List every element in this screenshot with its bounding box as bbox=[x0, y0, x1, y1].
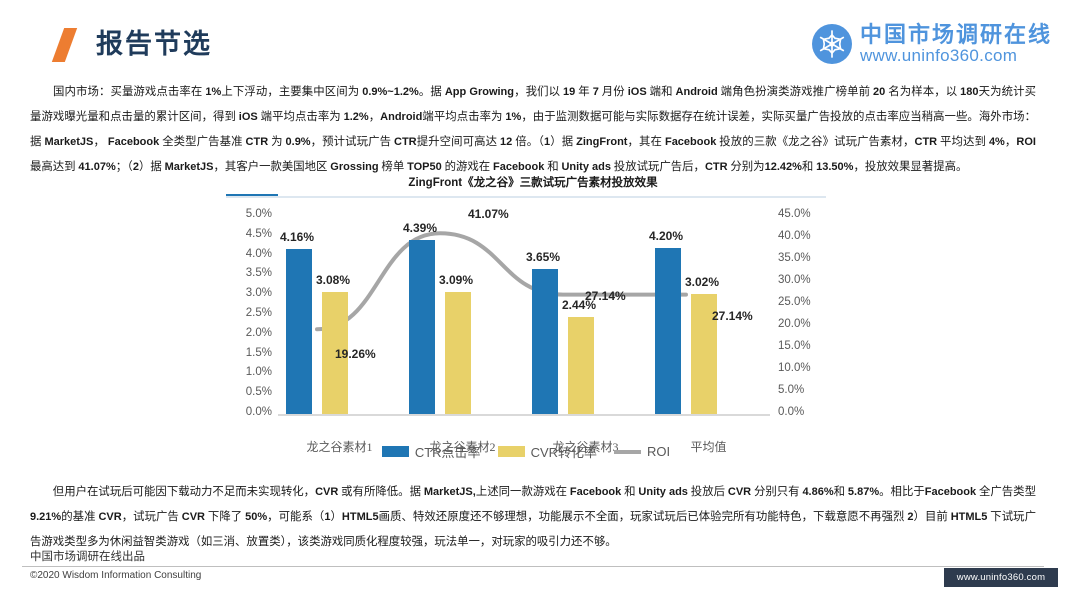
legend-color-swatch bbox=[381, 446, 409, 457]
brand-url: www.uninfo360.com bbox=[859, 46, 1018, 65]
snowflake-logo-icon bbox=[811, 24, 852, 64]
paragraph-top: 国内市场：买量游戏点击率在 1%上下浮动，主要集中区间为 0.9%~1.2%。据… bbox=[30, 86, 1036, 173]
left-axis-tick: 0.0% bbox=[245, 406, 272, 418]
left-axis-tick: 3.0% bbox=[245, 287, 272, 300]
right-axis-tick: 15.0% bbox=[778, 340, 811, 352]
right-axis-tick: 5.0% bbox=[778, 384, 805, 396]
roi-value-label: 27.14% bbox=[585, 288, 626, 303]
left-axis-tick: 2.5% bbox=[245, 307, 272, 319]
title-accent-slash-icon bbox=[51, 28, 78, 62]
chart-accent-bar bbox=[226, 194, 278, 197]
bar-value-label: 3.08% bbox=[316, 273, 351, 288]
chart-legend: CTR点击率 CVR转化率 ROI bbox=[226, 442, 826, 461]
footer-url-badge[interactable]: www.uninfo360.com bbox=[944, 568, 1058, 587]
bar-cvr[interactable] bbox=[691, 294, 717, 414]
footer-divider bbox=[22, 566, 1044, 567]
page-title: 报告节选 bbox=[96, 29, 212, 59]
bar-value-label: 4.16% bbox=[280, 230, 315, 245]
legend-item[interactable]: ROI bbox=[614, 444, 670, 459]
page-header: 报告节选 中国市场调研在线 www.uninfo360.com bbox=[0, 0, 1066, 72]
bar-value-label: 3.65% bbox=[526, 250, 561, 265]
category-label: 平均值 bbox=[690, 440, 727, 454]
bar-ctr[interactable] bbox=[286, 249, 312, 414]
brand-logo: 中国市场调研在线 www.uninfo360.com bbox=[811, 22, 1052, 66]
bar-value-label: 4.39% bbox=[403, 221, 438, 236]
bar-group: 3.65% 2.44% bbox=[524, 216, 647, 414]
roi-value-label: 41.07% bbox=[468, 207, 509, 222]
legend-label: CTR点击率 bbox=[414, 445, 481, 460]
bar-group: 4.39% 3.09% bbox=[401, 216, 524, 414]
right-axis-tick: 35.0% bbox=[778, 252, 811, 264]
bar-value-label: 3.09% bbox=[439, 272, 474, 287]
legend-label: CVR转化率 bbox=[530, 445, 598, 460]
right-axis-tick: 10.0% bbox=[778, 362, 811, 374]
left-axis-tick: 0.5% bbox=[245, 386, 272, 399]
bar-group: 4.16% 3.08% bbox=[278, 216, 401, 414]
right-axis-tick: 30.0% bbox=[778, 274, 811, 286]
brand-name-cn: 中国市场调研在线 bbox=[859, 22, 1052, 47]
bar-group: 4.20% 3.02% bbox=[647, 216, 770, 414]
bar-ctr[interactable] bbox=[532, 269, 558, 414]
left-axis-tick: 1.0% bbox=[245, 366, 272, 379]
legend-line-swatch bbox=[614, 449, 642, 454]
roi-line-path[interactable] bbox=[315, 231, 688, 332]
bar-cvr[interactable] bbox=[568, 317, 594, 414]
right-axis-tick: 0.0% bbox=[778, 406, 805, 418]
roi-value-label: 19.26% bbox=[335, 347, 376, 362]
legend-item[interactable]: CVR转化率 bbox=[497, 442, 598, 461]
footer-producer: 中国市场调研在线出品 bbox=[30, 551, 145, 563]
left-axis-tick: 4.0% bbox=[245, 247, 272, 260]
legend-label: ROI bbox=[647, 444, 671, 459]
category-label: 龙之谷素材2 bbox=[429, 440, 496, 454]
legend-color-swatch bbox=[497, 446, 525, 457]
plot-area: 4.16% 3.08% 龙之谷素材1 4.39% 3.09% 龙之谷素材2 3.65% 2.4… bbox=[278, 207, 770, 454]
bar-ctr[interactable] bbox=[409, 240, 435, 414]
left-axis-tick: 5.0% bbox=[245, 208, 272, 220]
legend-item[interactable]: CTR点击率 bbox=[381, 442, 481, 461]
chart-container: 5.0% 4.5% 4.0% 3.5% 3.0% 2.5% 2.0% 1.5% 1.0% 0.5%… bbox=[226, 196, 826, 462]
category-label: 龙之谷素材1 bbox=[306, 440, 373, 454]
bar-value-label: 2.44% bbox=[562, 298, 597, 313]
left-axis-tick: 2.0% bbox=[245, 326, 272, 339]
roi-line-series bbox=[315, 231, 688, 332]
chart-title: ZingFront《龙之谷》三款试玩广告素材投放效果 bbox=[408, 177, 658, 189]
right-axis-tick: 40.0% bbox=[778, 230, 811, 242]
bar-value-label: 3.02% bbox=[685, 275, 720, 290]
right-axis-tick: 25.0% bbox=[778, 296, 811, 308]
bar-value-label: 4.20% bbox=[649, 228, 684, 243]
bar-cvr[interactable] bbox=[322, 292, 348, 414]
footer-copyright: ©2020 Wisdom Information Consulting bbox=[30, 570, 202, 581]
category-axis-line bbox=[278, 414, 770, 416]
paragraph-bottom: 但用户在试玩后可能因下载动力不足而未实现转化，CVR 或有所降低。据 Marke… bbox=[30, 486, 1036, 548]
category-label: 龙之谷素材3 bbox=[552, 440, 619, 454]
right-axis-tick: 45.0% bbox=[778, 208, 811, 220]
right-axis-tick: 20.0% bbox=[778, 318, 811, 330]
left-axis-tick: 3.5% bbox=[245, 267, 272, 280]
bar-cvr[interactable] bbox=[445, 291, 471, 414]
bar-ctr[interactable] bbox=[655, 247, 681, 414]
left-axis-tick: 1.5% bbox=[245, 346, 272, 359]
left-axis-tick: 4.5% bbox=[245, 227, 272, 240]
roi-value-label: 27.14% bbox=[712, 308, 753, 323]
